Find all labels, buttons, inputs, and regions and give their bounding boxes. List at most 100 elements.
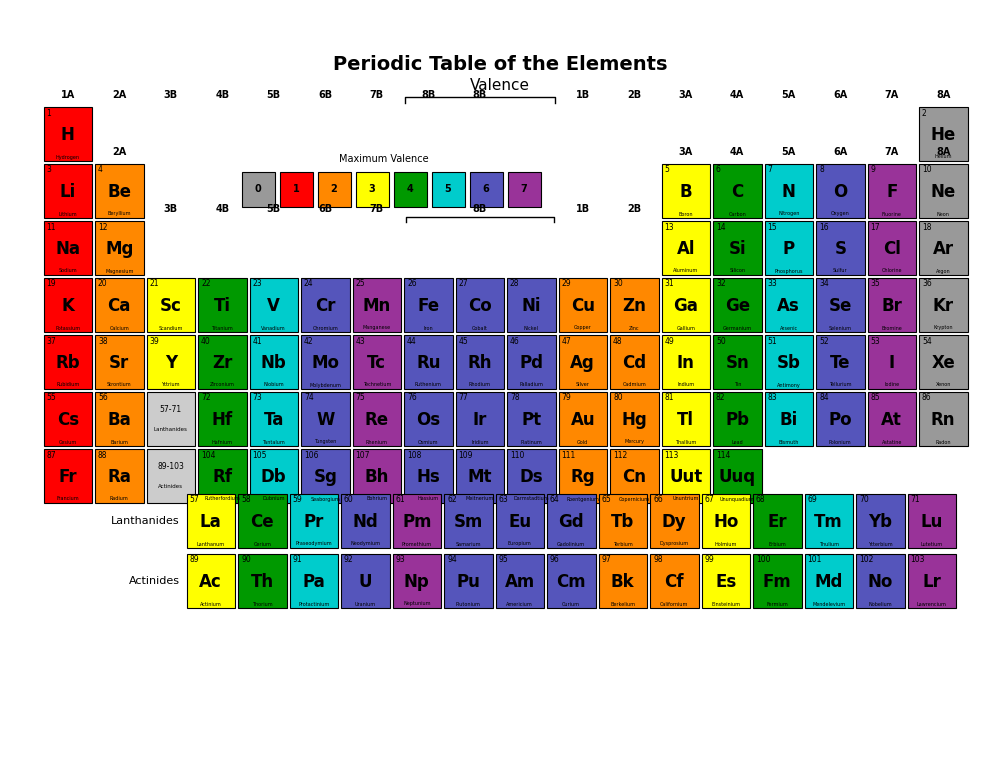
Text: 6A: 6A: [833, 90, 847, 100]
Text: 102: 102: [859, 556, 873, 564]
Text: Fr: Fr: [58, 468, 77, 485]
Text: Silver: Silver: [576, 383, 590, 387]
Text: Holmium: Holmium: [715, 542, 737, 547]
FancyBboxPatch shape: [662, 220, 710, 274]
FancyBboxPatch shape: [713, 164, 762, 217]
FancyBboxPatch shape: [44, 335, 92, 389]
Text: Ga: Ga: [673, 297, 698, 315]
FancyBboxPatch shape: [713, 278, 762, 332]
Text: Rutherfordium: Rutherfordium: [204, 496, 240, 502]
Text: 35: 35: [870, 280, 880, 288]
Text: Db: Db: [261, 468, 287, 485]
Text: Plutonium: Plutonium: [456, 601, 481, 607]
Text: 76: 76: [407, 393, 417, 403]
Text: 4A: 4A: [730, 90, 744, 100]
FancyBboxPatch shape: [765, 164, 813, 217]
Text: 7B: 7B: [370, 204, 384, 214]
Text: Actinides: Actinides: [158, 485, 183, 489]
Text: Fluorine: Fluorine: [882, 212, 902, 216]
Text: 2A: 2A: [112, 90, 126, 100]
Text: At: At: [881, 410, 902, 429]
Text: Bi: Bi: [780, 410, 798, 429]
Text: Dy: Dy: [662, 512, 687, 530]
Text: 2A: 2A: [112, 147, 126, 157]
Text: Gd: Gd: [558, 512, 584, 530]
Text: Ho: Ho: [713, 512, 738, 530]
Text: Cadmium: Cadmium: [622, 383, 646, 387]
Text: Ra: Ra: [107, 468, 131, 485]
Text: Boron: Boron: [678, 212, 693, 216]
Text: 3: 3: [369, 184, 375, 194]
Text: Fm: Fm: [763, 573, 792, 591]
Text: 54: 54: [922, 336, 932, 346]
FancyBboxPatch shape: [44, 164, 92, 217]
FancyBboxPatch shape: [301, 448, 350, 502]
Text: Astatine: Astatine: [882, 440, 902, 444]
FancyBboxPatch shape: [456, 278, 504, 332]
Text: 73: 73: [252, 393, 262, 403]
Text: Er: Er: [767, 512, 787, 530]
FancyBboxPatch shape: [392, 493, 441, 547]
Text: Bismuth: Bismuth: [779, 440, 799, 444]
Text: Dysprosium: Dysprosium: [660, 542, 689, 547]
FancyBboxPatch shape: [868, 335, 916, 389]
FancyBboxPatch shape: [394, 172, 426, 206]
Text: Barium: Barium: [110, 440, 128, 444]
Text: Protactinium: Protactinium: [298, 601, 329, 607]
Text: 66: 66: [653, 495, 663, 505]
Text: C: C: [731, 182, 743, 201]
Text: 84: 84: [819, 393, 829, 403]
Text: 15: 15: [768, 223, 777, 231]
Text: Sb: Sb: [777, 353, 801, 372]
Text: Cd: Cd: [622, 353, 646, 372]
FancyBboxPatch shape: [610, 278, 658, 332]
FancyBboxPatch shape: [250, 448, 298, 502]
FancyBboxPatch shape: [713, 220, 762, 274]
Text: Te: Te: [830, 353, 850, 372]
FancyBboxPatch shape: [507, 391, 556, 445]
Text: 37: 37: [46, 336, 56, 346]
Text: Roentgenium: Roentgenium: [566, 496, 599, 502]
Text: Np: Np: [404, 573, 430, 591]
Text: Radon: Radon: [936, 440, 951, 444]
Text: 27: 27: [458, 280, 468, 288]
Text: Mercury: Mercury: [624, 440, 644, 444]
Text: He: He: [931, 126, 956, 144]
Text: Lead: Lead: [731, 440, 743, 444]
Text: Magnesium: Magnesium: [105, 268, 133, 274]
Text: 21: 21: [150, 280, 159, 288]
Text: Gold: Gold: [577, 440, 588, 444]
Text: Cobalt: Cobalt: [472, 325, 488, 331]
Text: 31: 31: [664, 280, 674, 288]
Text: 2B: 2B: [627, 204, 641, 214]
Text: F: F: [886, 182, 897, 201]
Text: 19: 19: [46, 280, 56, 288]
FancyBboxPatch shape: [238, 493, 287, 547]
Text: Uranium: Uranium: [355, 601, 376, 607]
Text: Bromine: Bromine: [881, 325, 902, 331]
FancyBboxPatch shape: [186, 553, 235, 608]
Text: 40: 40: [201, 336, 211, 346]
Text: 113: 113: [664, 451, 679, 459]
Text: 74: 74: [304, 393, 314, 403]
Text: Kr: Kr: [933, 297, 954, 315]
FancyBboxPatch shape: [146, 391, 195, 445]
Text: 3B: 3B: [164, 90, 178, 100]
Text: 78: 78: [510, 393, 520, 403]
FancyBboxPatch shape: [301, 278, 350, 332]
Text: Pa: Pa: [302, 573, 325, 591]
FancyBboxPatch shape: [662, 391, 710, 445]
FancyBboxPatch shape: [95, 448, 144, 502]
Text: Yb: Yb: [868, 512, 892, 530]
FancyBboxPatch shape: [146, 335, 195, 389]
FancyBboxPatch shape: [702, 493, 750, 547]
FancyBboxPatch shape: [198, 448, 246, 502]
Text: 6B: 6B: [318, 90, 332, 100]
Text: 1A: 1A: [61, 90, 75, 100]
Text: 89-103: 89-103: [157, 462, 184, 472]
Text: 80: 80: [613, 393, 623, 403]
Text: Sc: Sc: [160, 297, 182, 315]
Text: 101: 101: [808, 556, 822, 564]
FancyBboxPatch shape: [318, 172, 351, 206]
Text: Fermium: Fermium: [766, 601, 788, 607]
